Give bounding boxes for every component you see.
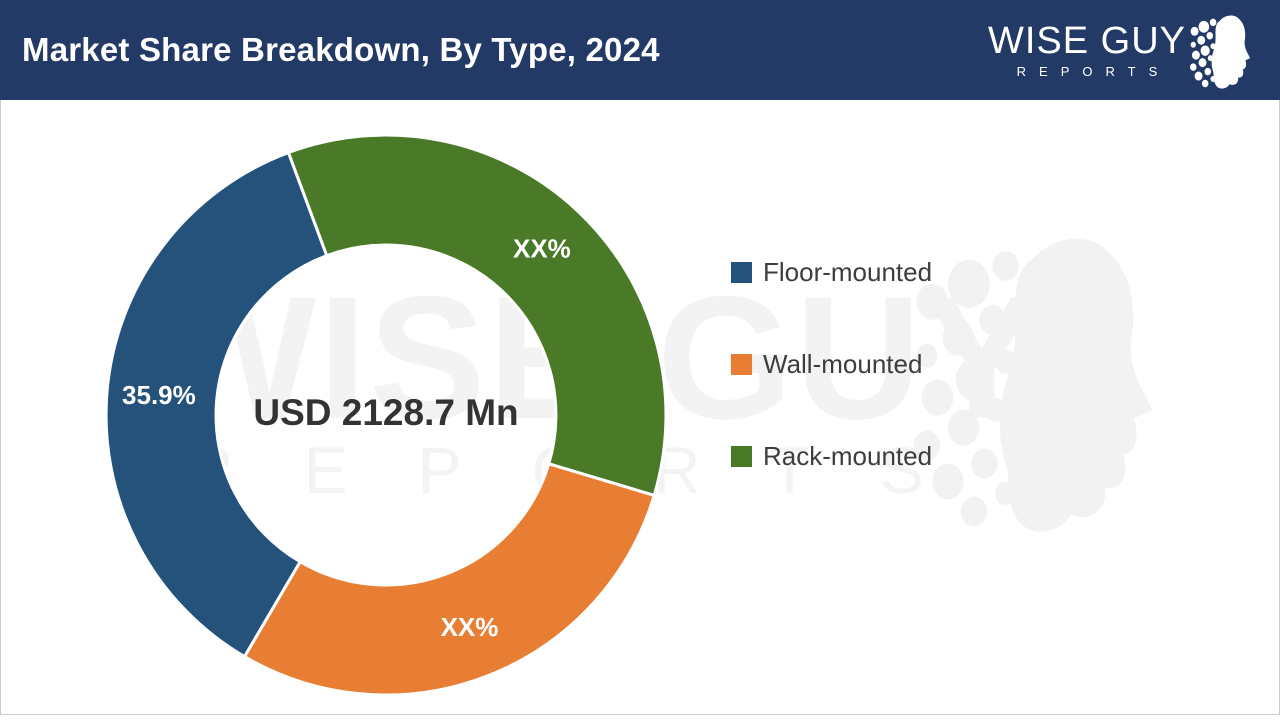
legend-swatch-icon xyxy=(731,353,752,375)
legend-swatch-icon xyxy=(731,261,752,283)
brand-logo: WISE GUY REPORTS xyxy=(988,10,1254,90)
chart-canvas: WISE GUY REPORTS XX%XX%35.9% USD 2128.7 … xyxy=(0,100,1280,715)
legend-item-wall-mounted: Wall-mounted xyxy=(731,349,932,379)
legend-swatch-icon xyxy=(731,445,752,467)
segment-value-label: XX% xyxy=(441,612,499,642)
donut-center-label: USD 2128.7 Mn xyxy=(253,392,519,433)
segment-value-label: 35.9% xyxy=(122,380,196,410)
donut-segment-floor-mounted xyxy=(104,151,329,659)
chart-legend: Floor-mounted Wall-mounted Rack-mounted xyxy=(731,257,933,536)
brand-subtitle: REPORTS xyxy=(1016,63,1171,79)
donut-segment-rack-mounted xyxy=(286,133,668,497)
donut-chart: XX% XX% 35.9% xyxy=(104,133,668,697)
donut-segment-wall-mounted xyxy=(243,462,656,697)
legend-label: Floor-mounted xyxy=(763,257,933,287)
legend-item-rack-mounted: Rack-mounted xyxy=(731,441,933,471)
page-title: Market Share Breakdown, By Type, 2024 xyxy=(22,31,660,68)
header-bar: Market Share Breakdown, By Type, 2024 WI… xyxy=(0,0,1280,100)
legend-label: Wall-mounted xyxy=(763,349,923,379)
legend-label: Rack-mounted xyxy=(763,441,933,471)
brand-face-icon xyxy=(1189,15,1251,89)
brand-name: WISE GUY xyxy=(987,19,1186,62)
segment-value-label: XX% xyxy=(513,234,571,264)
brand-wordmark: WISE GUY REPORTS xyxy=(988,22,1186,79)
legend-item-floor-mounted: Floor-mounted xyxy=(731,257,933,287)
